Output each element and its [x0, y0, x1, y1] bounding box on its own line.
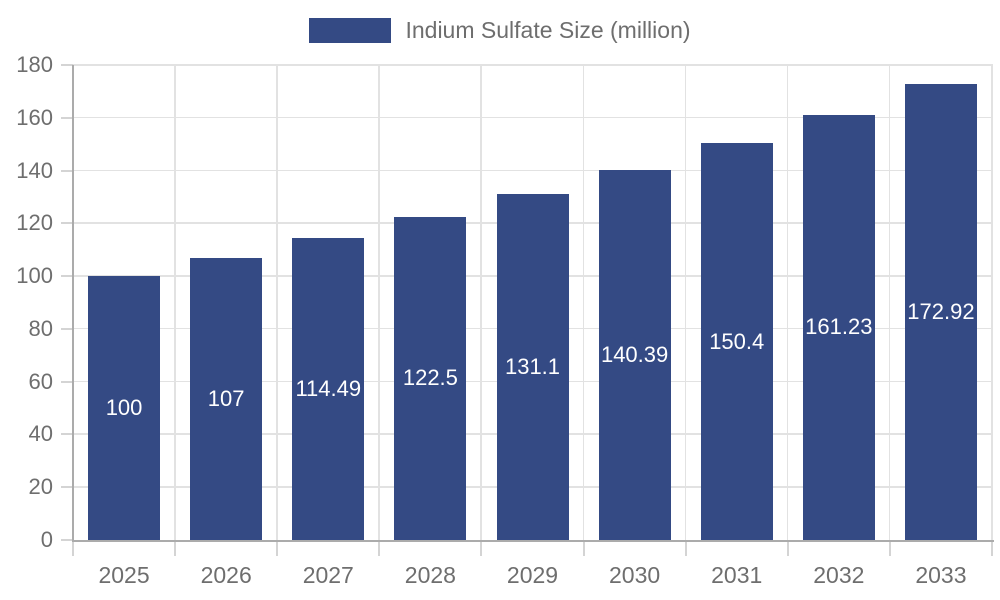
gridline-vertical — [684, 65, 687, 540]
y-axis-label: 80 — [28, 315, 53, 341]
y-axis-tick — [61, 539, 73, 541]
gridline-vertical — [378, 65, 380, 540]
y-axis-label: 40 — [28, 421, 53, 447]
x-axis-label: 2032 — [813, 562, 865, 588]
x-axis-label: 2027 — [302, 562, 354, 588]
bar[interactable] — [394, 216, 467, 540]
y-axis-label: 60 — [28, 368, 53, 394]
x-axis-tick — [72, 542, 74, 556]
gridline-horizontal — [73, 64, 993, 66]
x-axis-tick — [174, 542, 177, 556]
legend[interactable]: Indium Sulfate Size (million) — [0, 16, 1000, 44]
y-axis-line — [72, 65, 74, 542]
x-axis-tick — [684, 542, 687, 556]
gridline-vertical — [991, 65, 993, 540]
y-axis-tick — [61, 486, 73, 489]
x-axis-label: 2028 — [404, 562, 456, 588]
y-axis-tick — [61, 380, 73, 383]
bar[interactable] — [88, 276, 161, 540]
bar[interactable] — [292, 237, 365, 540]
y-axis-label: 0 — [40, 527, 53, 552]
bar[interactable] — [802, 114, 875, 540]
x-axis-label: 2033 — [915, 562, 967, 588]
y-axis-tick — [61, 222, 73, 225]
x-axis-label: 2025 — [98, 562, 150, 588]
x-axis-tick — [276, 542, 279, 556]
gridline-horizontal — [73, 116, 993, 119]
legend-label: Indium Sulfate Size (million) — [405, 16, 691, 43]
gridline-vertical — [888, 65, 891, 540]
y-axis-label: 100 — [16, 263, 53, 289]
y-axis-label: 120 — [16, 210, 53, 236]
x-axis-tick — [582, 542, 585, 556]
x-axis-label: 2029 — [506, 562, 559, 588]
y-axis-label: 140 — [16, 157, 53, 183]
bar[interactable] — [598, 169, 671, 540]
x-axis-label: 2030 — [609, 562, 661, 588]
gridline-vertical — [786, 65, 789, 540]
gridline-vertical — [480, 65, 482, 540]
x-axis-line — [72, 540, 994, 542]
gridline-horizontal — [73, 169, 993, 172]
gridline-vertical — [276, 65, 278, 540]
x-axis-tick — [991, 542, 993, 556]
y-axis-tick — [61, 433, 73, 436]
bar[interactable] — [190, 257, 263, 540]
bar[interactable] — [700, 143, 773, 540]
y-axis-tick — [61, 275, 73, 278]
legend-swatch-icon — [309, 17, 392, 43]
x-axis-tick — [480, 542, 483, 556]
gridline-vertical — [582, 65, 585, 540]
gridline-vertical — [174, 65, 176, 540]
y-axis-label: 20 — [28, 474, 53, 500]
x-axis-tick — [786, 542, 789, 556]
bar[interactable] — [496, 194, 569, 540]
bar[interactable] — [904, 83, 977, 540]
x-axis-tick — [888, 542, 891, 556]
y-axis-tick — [61, 116, 73, 119]
x-axis-label: 2031 — [711, 562, 763, 588]
y-axis-tick — [61, 169, 73, 172]
y-axis-label: 160 — [16, 104, 53, 130]
x-axis-tick — [378, 542, 381, 556]
y-axis-tick — [61, 327, 73, 330]
y-axis-tick — [61, 64, 73, 66]
y-axis-label: 180 — [16, 52, 53, 77]
x-axis-label: 2026 — [200, 562, 252, 588]
